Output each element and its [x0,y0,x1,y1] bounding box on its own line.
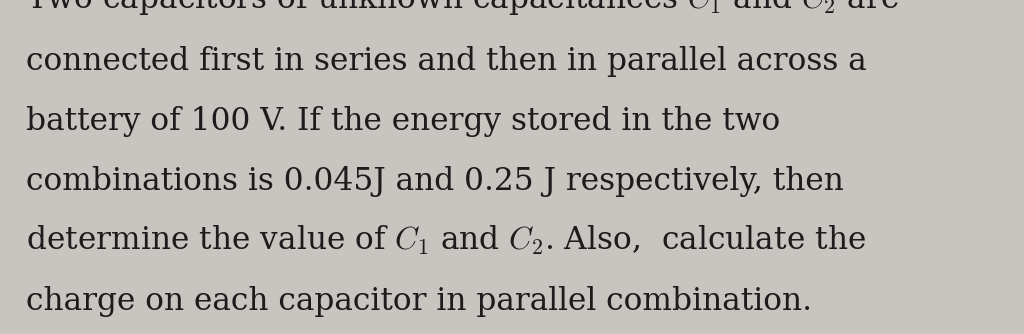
Text: connected first in series and then in parallel across a: connected first in series and then in pa… [26,46,866,77]
Text: combinations is 0.045J and 0.25 J respectively, then: combinations is 0.045J and 0.25 J respec… [26,166,844,197]
Text: charge on each capacitor in parallel combination.: charge on each capacitor in parallel com… [26,286,812,317]
Text: determine the value of $C_1$ and $C_2$. Also,  calculate the: determine the value of $C_1$ and $C_2$. … [26,224,865,257]
Text: battery of 100 V. If the energy stored in the two: battery of 100 V. If the energy stored i… [26,106,780,137]
Text: Two capacitors of unknown capacitances $C_1$ and $C_2$ are: Two capacitors of unknown capacitances $… [26,0,899,17]
